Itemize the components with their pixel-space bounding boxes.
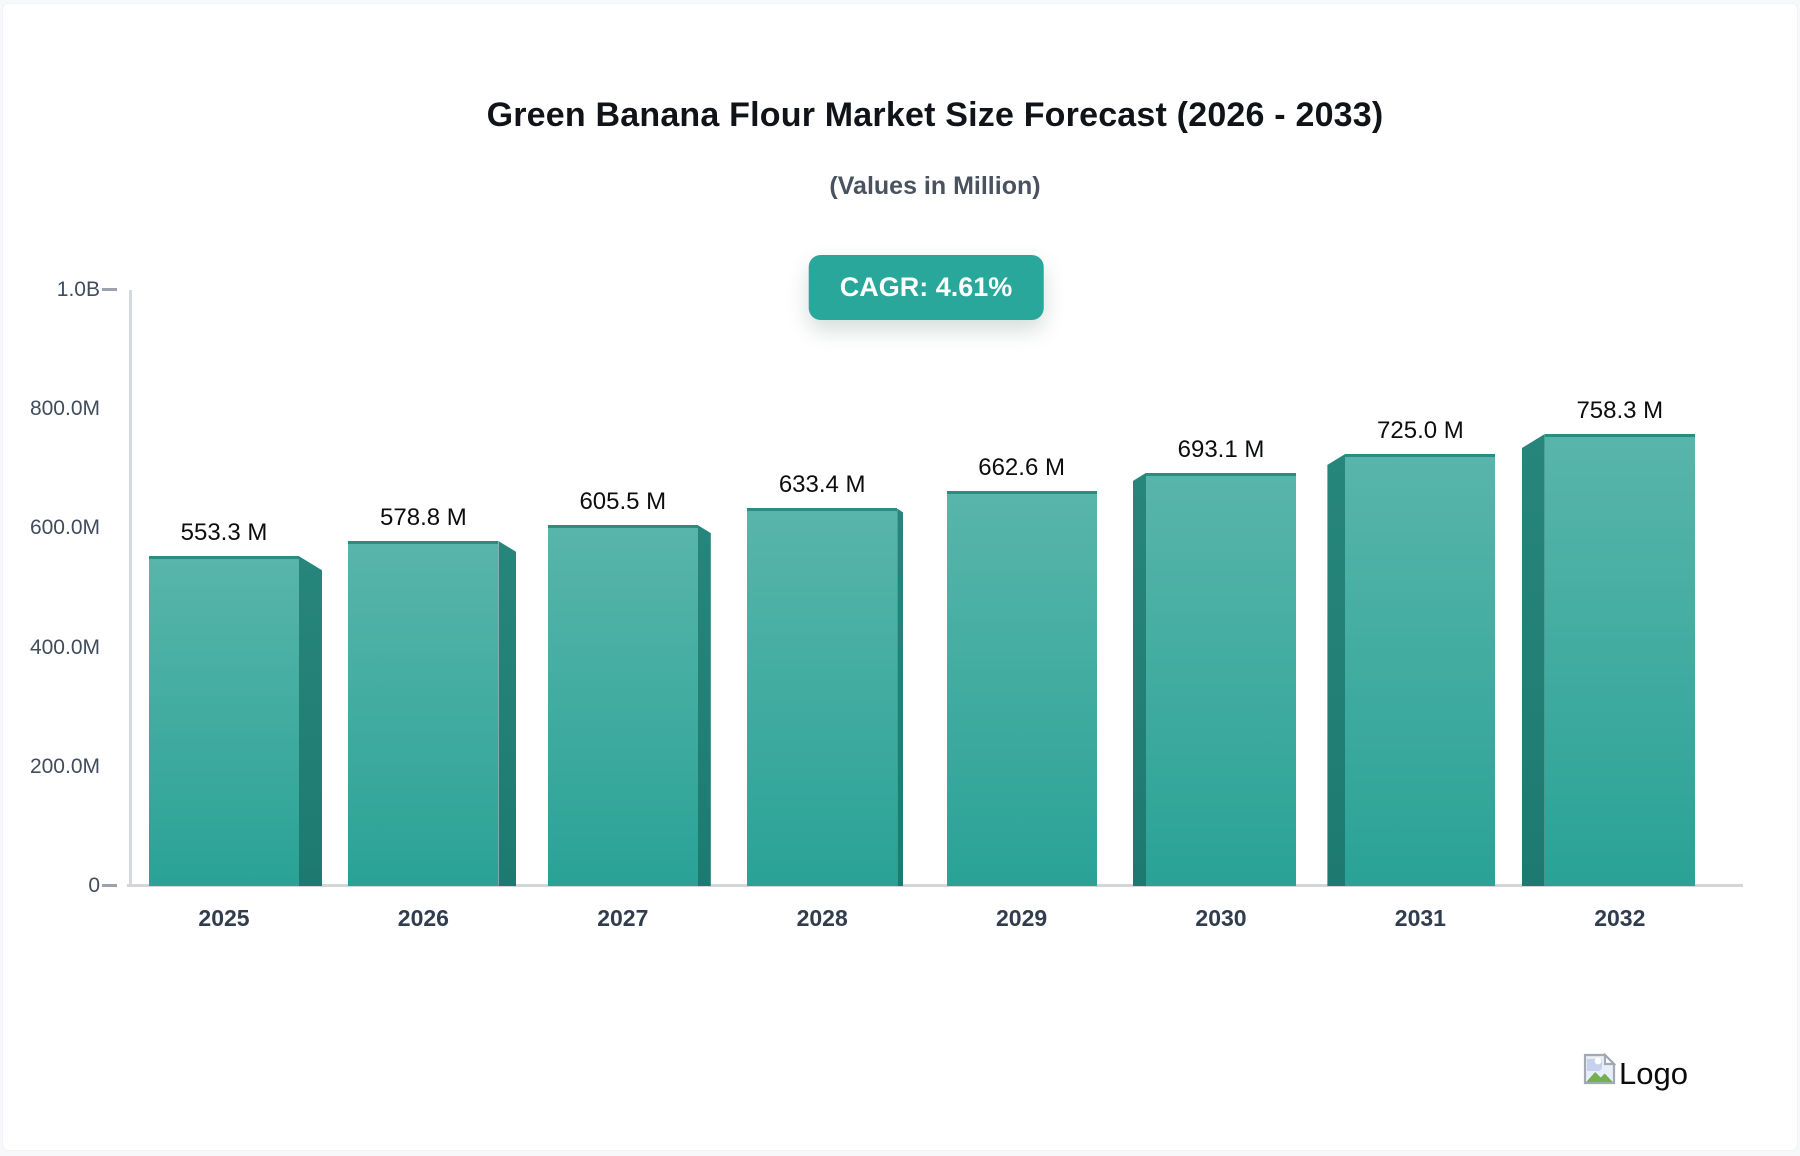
x-axis-tick-label: 2025 — [198, 905, 250, 931]
y-axis-tick-label: 200.0M — [29, 754, 100, 778]
broken-image-icon — [1583, 1053, 1616, 1085]
bar-value-label: 693.1 M — [1177, 435, 1265, 463]
bar-3d-side — [1133, 472, 1146, 886]
cagr-badge: CAGR: 4.61% — [808, 255, 1044, 320]
chart-subtitle: (Values in Million) — [829, 172, 1041, 200]
bar — [149, 556, 299, 886]
y-axis-tick-label: 0 — [88, 874, 100, 897]
bar-value-label: 553.3 M — [180, 519, 268, 547]
y-axis-tick-label: 800.0M — [29, 397, 100, 421]
y-axis-tick-label: 400.0M — [29, 635, 100, 659]
bar-3d-side — [299, 556, 322, 886]
x-axis-tick-label: 2028 — [796, 905, 848, 931]
bar-3d-side — [697, 525, 711, 886]
bar-value-label: 578.8 M — [380, 504, 467, 532]
x-axis-line — [127, 884, 1743, 887]
bar-value-label: 633.4 M — [778, 471, 866, 499]
x-axis-tick-label: 2031 — [1394, 905, 1446, 931]
bar — [946, 491, 1097, 886]
x-axis-tick-label: 2030 — [1195, 905, 1247, 931]
bar — [747, 508, 898, 886]
bar-value-label: 758.3 M — [1576, 397, 1664, 425]
bar-3d-side — [498, 541, 517, 886]
chart-title: Green Banana Flour Market Size Forecast … — [486, 96, 1384, 134]
bar — [547, 525, 698, 886]
logo-alt-text: Logo — [1619, 1056, 1688, 1091]
x-axis-tick-label: 2032 — [1594, 905, 1646, 931]
bar — [1544, 434, 1695, 886]
bar-3d-side — [1521, 434, 1545, 886]
bar-value-label: 662.6 M — [978, 454, 1065, 482]
x-axis-tick-label: 2026 — [397, 905, 449, 931]
bar — [348, 541, 499, 886]
y-axis-line — [129, 290, 132, 887]
bar-3d-side — [1327, 453, 1346, 886]
y-axis-top-tick — [102, 288, 117, 291]
bar-3d-side — [897, 508, 904, 886]
bar-value-label: 725.0 M — [1377, 416, 1464, 444]
y-axis-zero-tick — [102, 884, 117, 887]
bar — [1146, 472, 1296, 886]
y-axis-tick-label: 1.0B — [56, 278, 100, 301]
bar-value-label: 605.5 M — [579, 488, 667, 516]
y-axis-tick-label: 600.0M — [29, 516, 100, 540]
x-axis-tick-label: 2029 — [996, 905, 1048, 931]
bar — [1345, 453, 1496, 886]
x-axis-tick-label: 2027 — [597, 905, 649, 931]
